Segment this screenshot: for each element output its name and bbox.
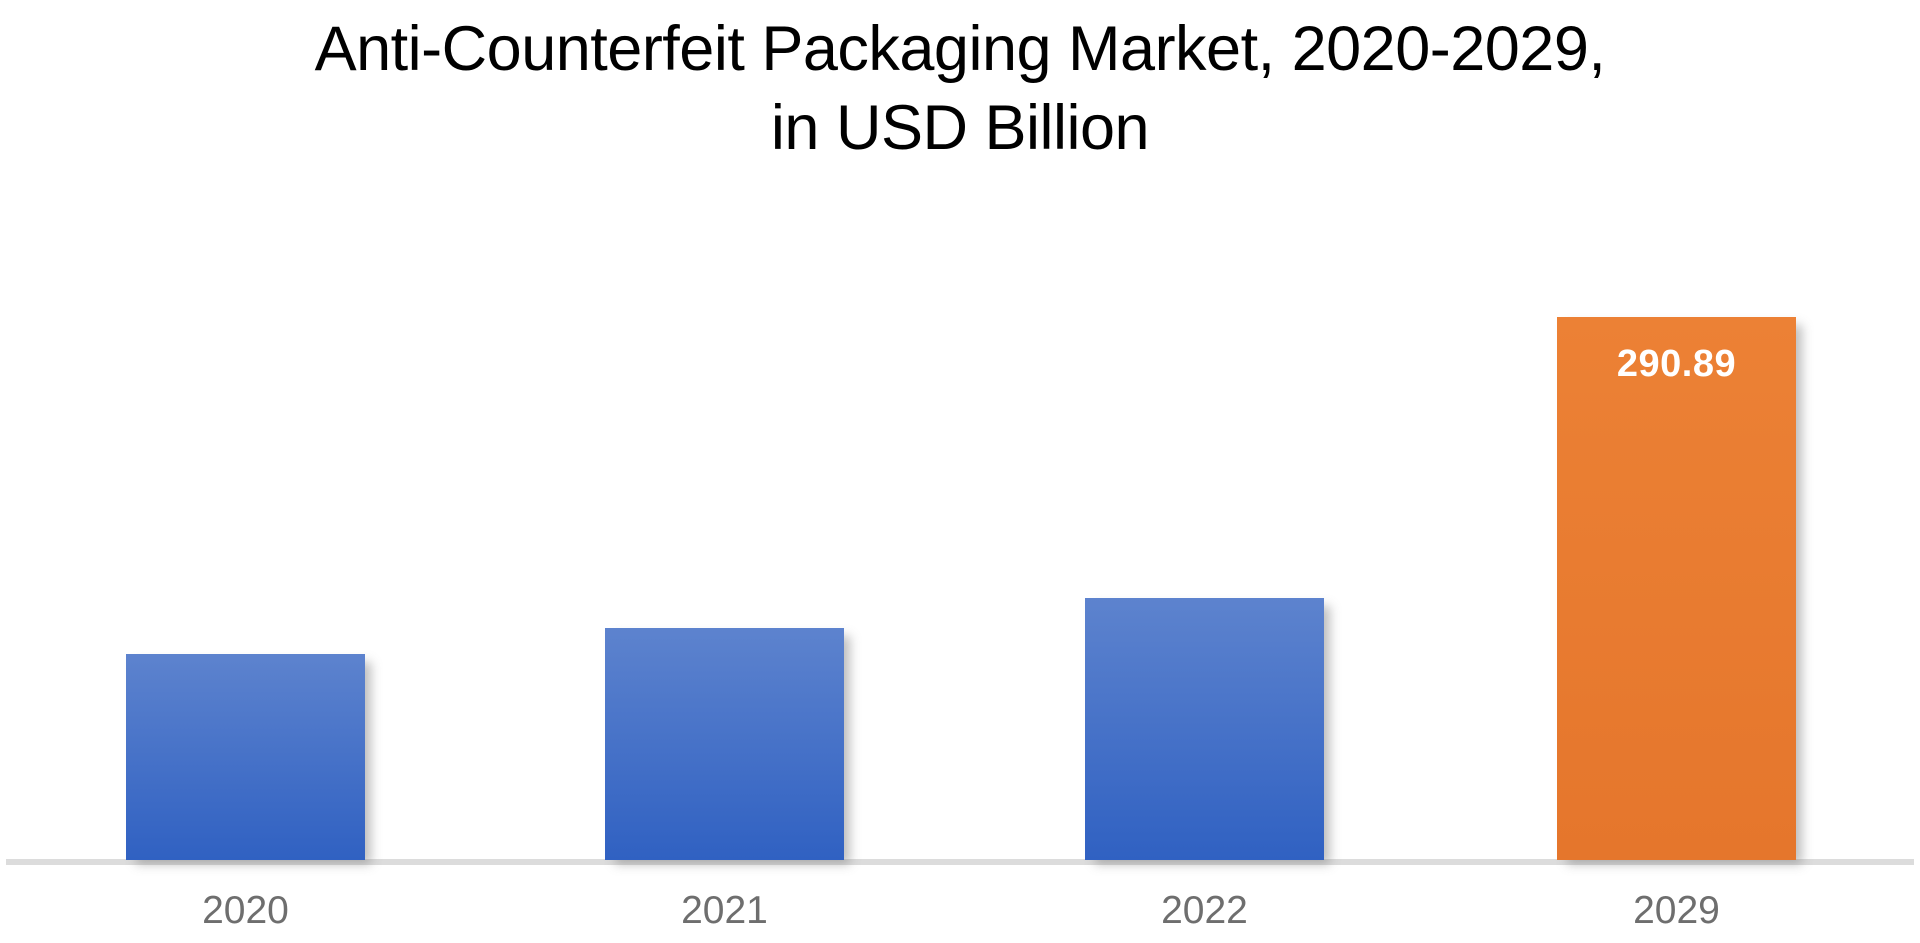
x-tick-label-2022: 2022 (1161, 889, 1248, 932)
bar-2022 (1085, 598, 1324, 860)
bar-2029: 290.89 (1557, 317, 1796, 860)
chart-title-line2: in USD Billion (770, 93, 1150, 163)
chart-title: Anti-Counterfeit Packaging Market, 2020-… (0, 10, 1920, 168)
bar-2020 (126, 654, 365, 860)
data-label-2029: 290.89 (1616, 343, 1737, 385)
x-tick-label-2029: 2029 (1633, 889, 1720, 932)
x-tick-label-2021: 2021 (681, 889, 768, 932)
x-axis-line (6, 859, 1914, 865)
bar-2021 (605, 628, 844, 860)
x-tick-label-2020: 2020 (202, 889, 289, 932)
chart-title-line1: Anti-Counterfeit Packaging Market, 2020-… (314, 14, 1606, 84)
